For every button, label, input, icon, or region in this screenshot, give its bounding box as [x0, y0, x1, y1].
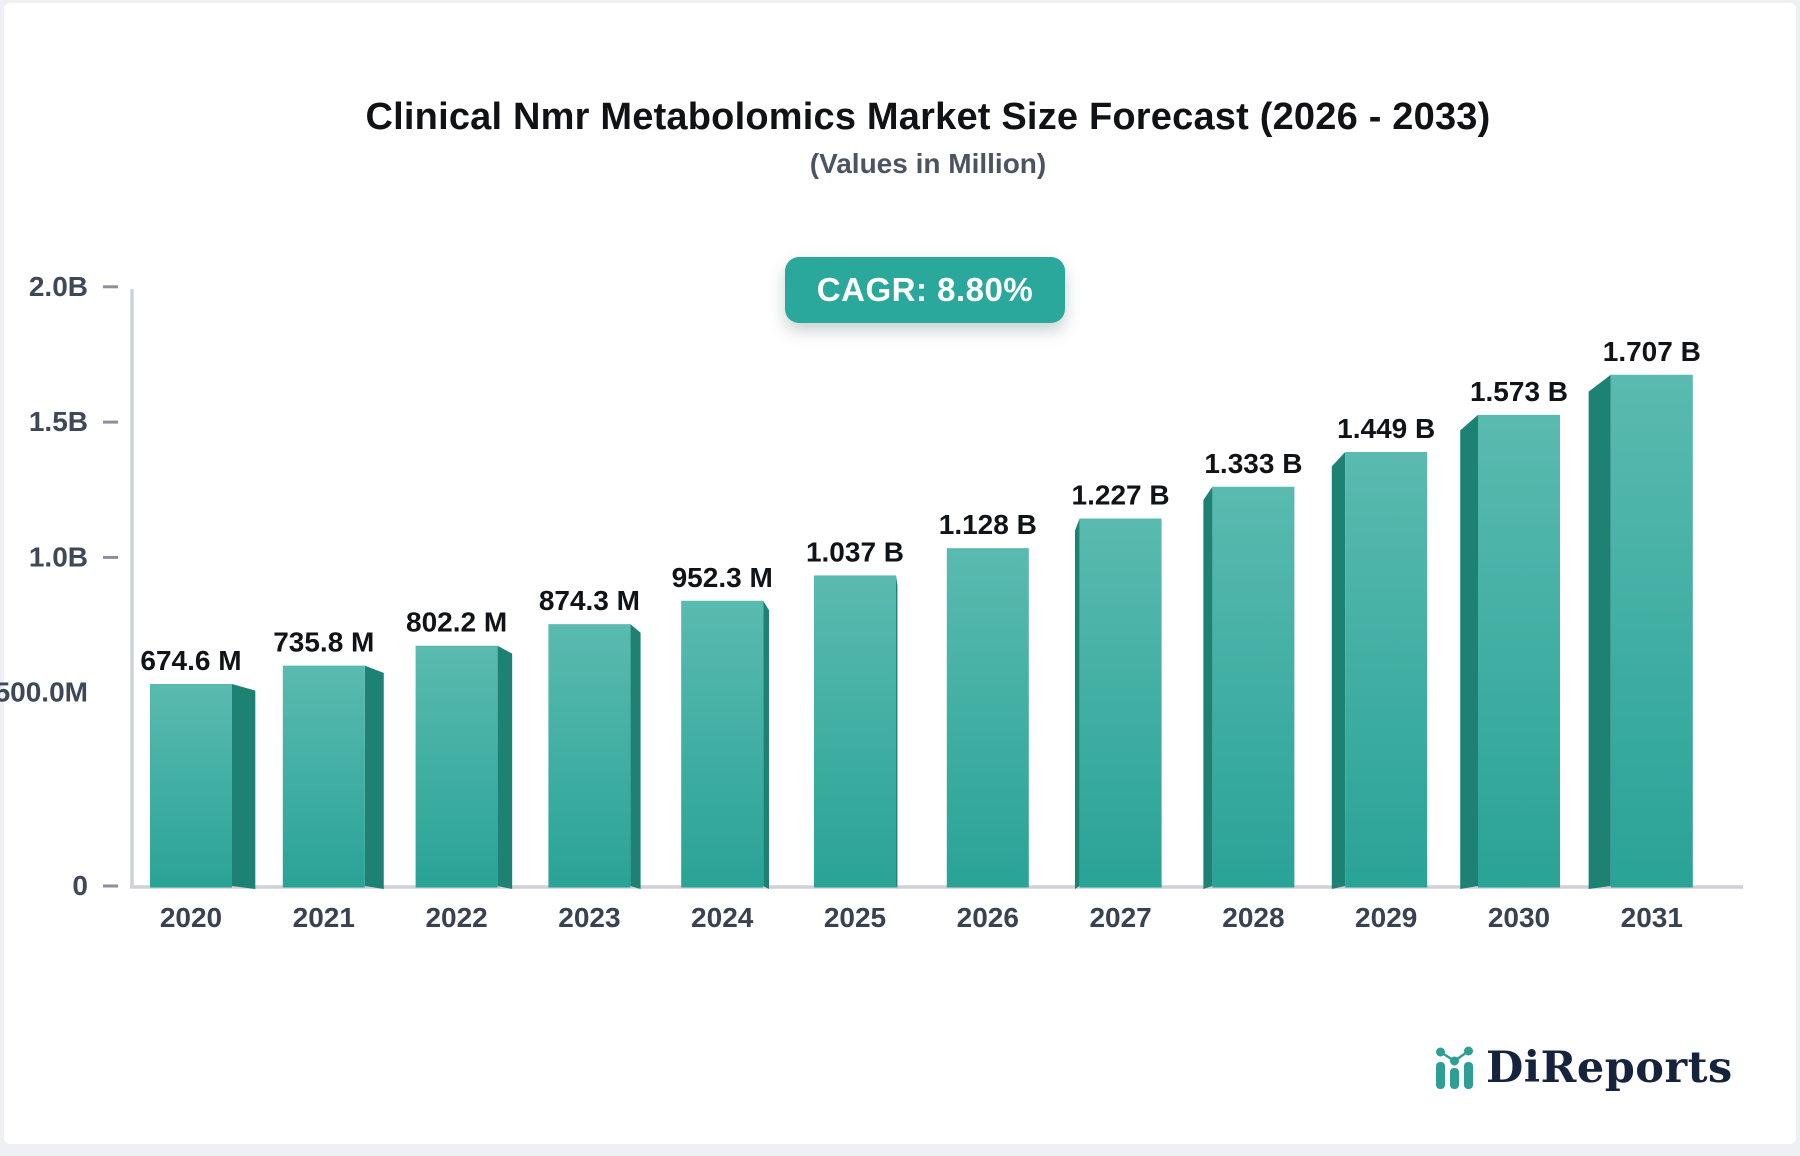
bar-front-face[interactable]	[1345, 452, 1428, 888]
bar-value-label: 1.707 B	[1603, 336, 1701, 367]
bar-group-2022[interactable]: 802.2 M 2022	[406, 607, 513, 933]
bar-side-face	[1074, 518, 1080, 889]
bar-value-label: 1.333 B	[1204, 448, 1302, 479]
bar-group-2027[interactable]: 1.227 B 2027	[1072, 480, 1170, 933]
bar-group-2023[interactable]: 874.3 M 2023	[539, 585, 641, 933]
logo-brand-text: DiReports	[1486, 1043, 1733, 1093]
x-axis-label: 2028	[1222, 902, 1284, 933]
bar-front-face[interactable]	[1478, 414, 1560, 888]
bar-group-2020[interactable]: 674.6 M 2020	[140, 645, 256, 933]
y-axis-label: 2.0B	[29, 271, 88, 302]
bar-value-label: 1.573 B	[1470, 376, 1568, 407]
bar-side-face	[763, 600, 770, 889]
x-axis-label: 2021	[293, 902, 355, 933]
chart-title: Clinical Nmr Metabolomics Market Size Fo…	[365, 96, 1491, 138]
bar-side-face	[232, 683, 256, 889]
x-axis-label: 2023	[558, 902, 620, 933]
bar-side-face	[630, 624, 641, 889]
bar-front-face[interactable]	[946, 548, 1029, 888]
bar-front-face[interactable]	[548, 624, 631, 888]
bar-group-2031[interactable]: 1.707 B 2031	[1588, 336, 1701, 933]
y-axis-label: 1.5B	[29, 406, 88, 437]
bar-front-face[interactable]	[1212, 486, 1295, 888]
x-axis-label: 2029	[1355, 902, 1417, 933]
bar-value-label: 874.3 M	[539, 585, 640, 616]
bar-front-face[interactable]	[150, 683, 232, 888]
x-axis-label: 2025	[824, 902, 886, 933]
x-axis-label: 2030	[1488, 902, 1550, 933]
bar-group-2029[interactable]: 1.449 B 2029	[1331, 413, 1435, 933]
bar-front-face[interactable]	[1610, 374, 1693, 888]
x-axis-label: 2031	[1621, 902, 1683, 933]
bar-group-2024[interactable]: 952.3 M 2024	[672, 562, 773, 933]
bar-value-label: 1.128 B	[939, 509, 1037, 540]
bar-side-face	[896, 575, 898, 889]
direports-logo: DiReports	[1432, 1034, 1733, 1090]
x-axis-label: 2026	[957, 902, 1019, 933]
x-axis-label: 2024	[691, 902, 754, 933]
bar-group-2028[interactable]: 1.333 B 2028	[1203, 448, 1302, 933]
bar-front-face[interactable]	[681, 600, 764, 888]
bar-side-face	[1331, 452, 1346, 889]
bar-group-2025[interactable]: 1.037 B 2025	[806, 536, 904, 933]
bar-front-face[interactable]	[1079, 518, 1162, 888]
cagr-badge-label: CAGR: 8.80%	[816, 271, 1034, 308]
bar-side-face	[1203, 486, 1213, 889]
bar-value-label: 674.6 M	[140, 645, 241, 676]
bar-side-face	[1460, 414, 1478, 889]
bar-value-label: 735.8 M	[273, 627, 374, 658]
bar-value-label: 802.2 M	[406, 607, 507, 638]
x-axis-label: 2022	[425, 902, 487, 933]
bar-group-2030[interactable]: 1.573 B 2030	[1460, 376, 1568, 933]
bar-front-face[interactable]	[814, 575, 896, 888]
bar-chart-trend-icon	[1436, 1046, 1473, 1089]
cagr-badge: CAGR: 8.80%	[785, 257, 1065, 323]
bar-group-2026[interactable]: 1.128 B 2026	[939, 509, 1037, 933]
x-axis-label: 2027	[1089, 902, 1151, 933]
bar-value-label: 1.449 B	[1337, 413, 1435, 444]
bar-front-face[interactable]	[415, 645, 498, 888]
x-axis-label: 2020	[160, 902, 222, 933]
y-axis-label: 0	[72, 870, 88, 901]
y-axis-label: 500.0M	[0, 677, 88, 708]
bar-value-label: 952.3 M	[672, 562, 773, 593]
bar-side-face	[497, 645, 513, 889]
bar-side-face	[1588, 374, 1611, 889]
bar-front-face[interactable]	[282, 665, 365, 888]
bar-group-2021[interactable]: 735.8 M 2021	[273, 627, 384, 933]
y-axis-label: 1.0B	[29, 541, 88, 572]
chart-subtitle: (Values in Million)	[809, 148, 1047, 179]
bar-side-face	[364, 665, 384, 889]
bar-value-label: 1.227 B	[1072, 480, 1170, 511]
bar-value-label: 1.037 B	[806, 536, 904, 567]
